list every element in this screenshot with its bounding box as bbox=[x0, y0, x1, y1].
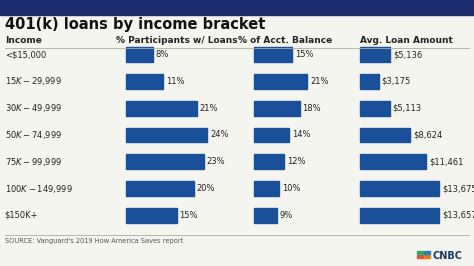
Text: 21%: 21% bbox=[200, 104, 219, 113]
Text: 24%: 24% bbox=[210, 130, 228, 139]
Text: 11%: 11% bbox=[166, 77, 184, 86]
Text: $13,657: $13,657 bbox=[442, 211, 474, 220]
Text: $8,624: $8,624 bbox=[413, 130, 442, 139]
Text: 18%: 18% bbox=[302, 104, 321, 113]
Text: $5,136: $5,136 bbox=[393, 50, 422, 59]
Bar bbox=[360, 208, 439, 223]
Text: 20%: 20% bbox=[196, 184, 215, 193]
Bar bbox=[0, 0, 474, 15]
Text: Avg. Loan Amount: Avg. Loan Amount bbox=[360, 36, 453, 45]
Text: $11,461: $11,461 bbox=[429, 157, 464, 166]
Text: $30K-$49,999: $30K-$49,999 bbox=[5, 102, 62, 114]
Text: 15%: 15% bbox=[295, 50, 313, 59]
Bar bbox=[126, 208, 176, 223]
Text: $100K-$149,999: $100K-$149,999 bbox=[5, 182, 73, 194]
Text: Income: Income bbox=[5, 36, 42, 45]
Text: 10%: 10% bbox=[282, 184, 301, 193]
Text: $150K+: $150K+ bbox=[5, 211, 38, 220]
Bar bbox=[254, 101, 300, 115]
Bar bbox=[254, 74, 307, 89]
Bar bbox=[126, 101, 197, 115]
Text: 14%: 14% bbox=[292, 130, 311, 139]
Bar bbox=[424, 251, 430, 254]
Bar bbox=[254, 47, 292, 62]
Text: $13,675: $13,675 bbox=[442, 184, 474, 193]
Bar bbox=[360, 128, 410, 142]
Text: SOURCE: Vanguard's 2019 How America Saves report: SOURCE: Vanguard's 2019 How America Save… bbox=[5, 238, 183, 244]
Bar bbox=[126, 74, 163, 89]
Bar bbox=[360, 101, 390, 115]
Text: % of Acct. Balance: % of Acct. Balance bbox=[238, 36, 333, 45]
Bar bbox=[254, 208, 277, 223]
Text: % Participants w/ Loans: % Participants w/ Loans bbox=[116, 36, 237, 45]
Bar bbox=[360, 47, 390, 62]
Text: CNBC: CNBC bbox=[432, 251, 463, 261]
Text: 12%: 12% bbox=[287, 157, 306, 166]
Text: 9%: 9% bbox=[280, 211, 293, 220]
Text: 8%: 8% bbox=[155, 50, 169, 59]
Text: $15K-$29,999: $15K-$29,999 bbox=[5, 75, 62, 87]
Bar bbox=[126, 128, 207, 142]
Bar bbox=[254, 181, 279, 196]
Bar bbox=[126, 181, 193, 196]
Text: 15%: 15% bbox=[179, 211, 198, 220]
Bar bbox=[360, 74, 379, 89]
Text: $5,113: $5,113 bbox=[392, 104, 422, 113]
Bar bbox=[417, 255, 423, 258]
Bar bbox=[360, 154, 427, 169]
Text: 401(k) loans by income bracket: 401(k) loans by income bracket bbox=[5, 17, 265, 32]
Bar bbox=[417, 251, 423, 254]
Text: 23%: 23% bbox=[207, 157, 225, 166]
Bar bbox=[126, 154, 204, 169]
Bar bbox=[424, 255, 430, 258]
Bar bbox=[254, 154, 284, 169]
Text: $50K-$74,999: $50K-$74,999 bbox=[5, 129, 62, 141]
Text: <$15,000: <$15,000 bbox=[5, 50, 46, 59]
Text: $3,175: $3,175 bbox=[382, 77, 410, 86]
Text: $75K-$99,999: $75K-$99,999 bbox=[5, 156, 62, 168]
Bar bbox=[126, 47, 153, 62]
Bar bbox=[360, 181, 439, 196]
Bar bbox=[254, 128, 290, 142]
Text: 21%: 21% bbox=[310, 77, 328, 86]
